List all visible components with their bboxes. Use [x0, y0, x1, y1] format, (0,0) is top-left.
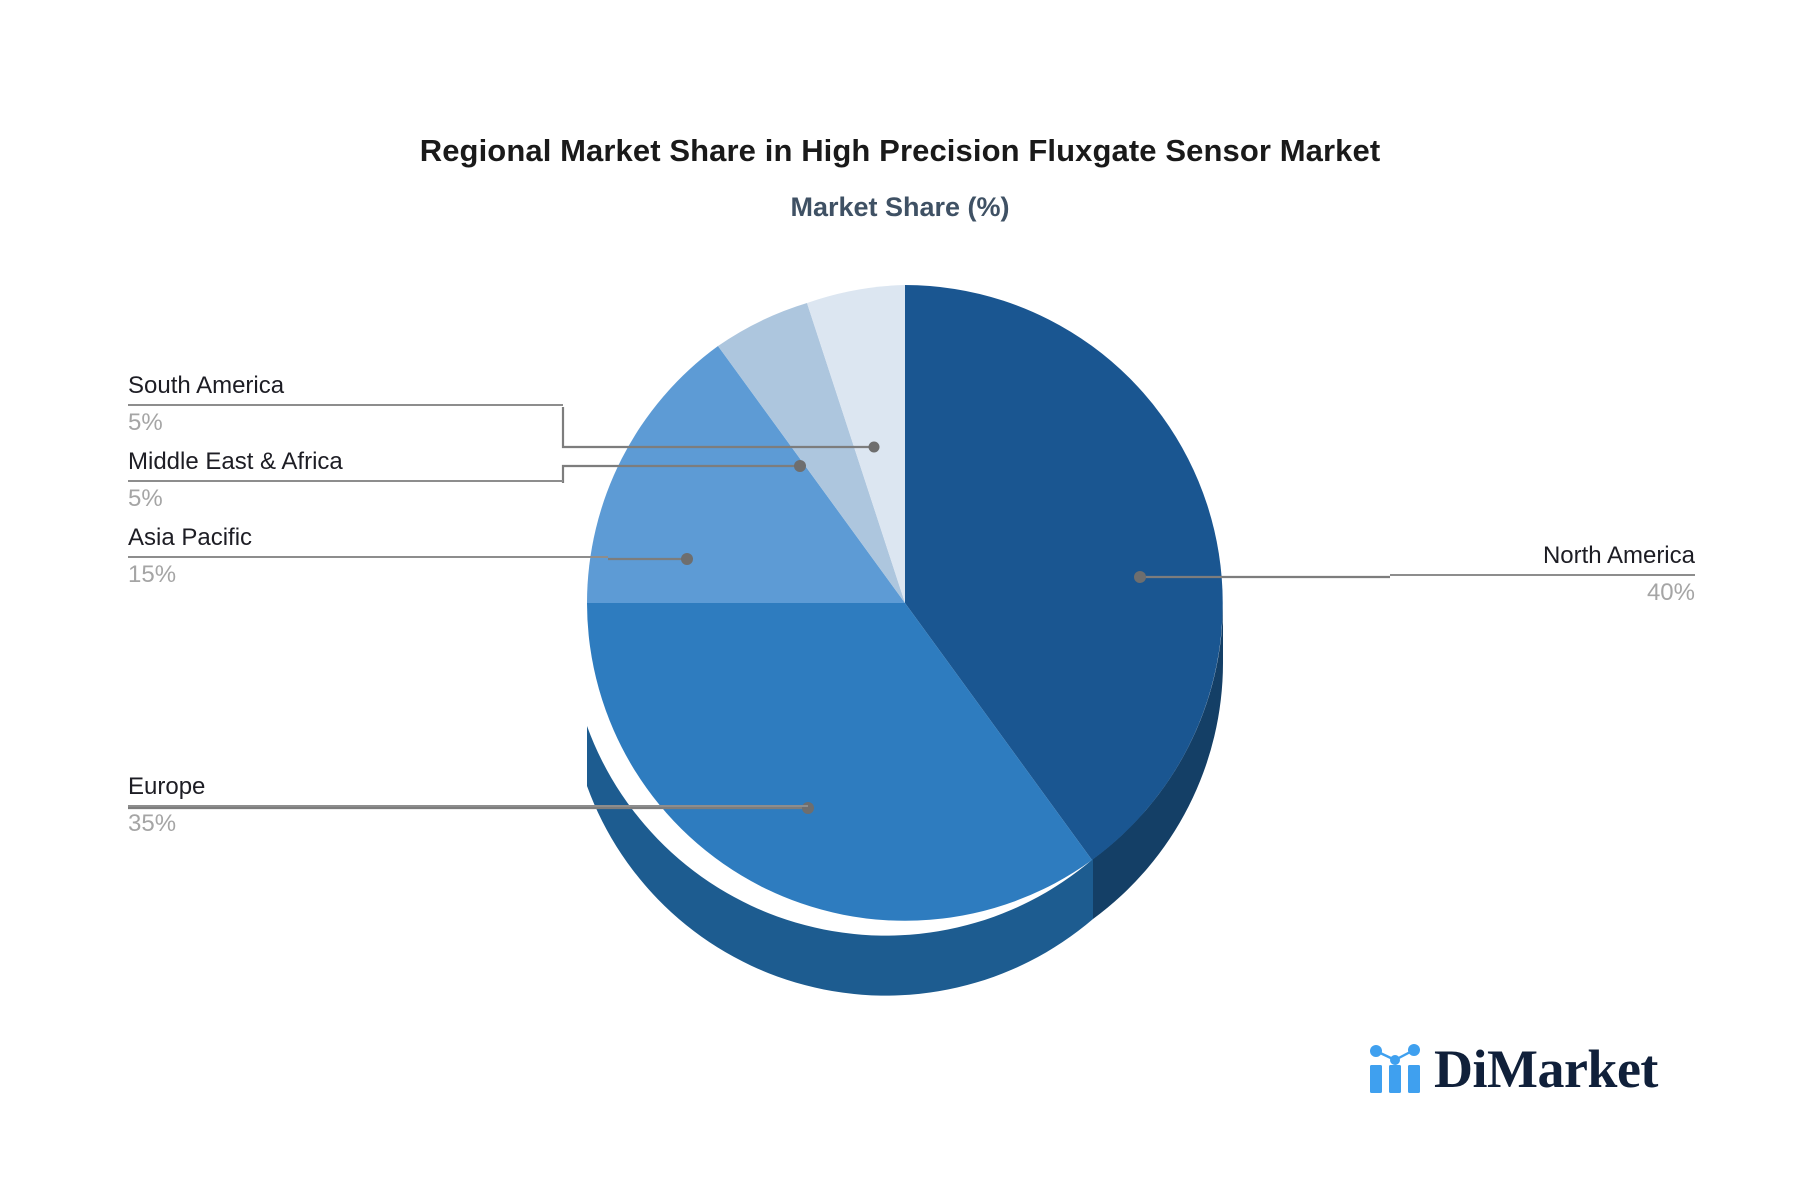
leader-dot-south-america — [868, 441, 880, 453]
pie-label-europe-name: Europe — [128, 773, 206, 800]
leader-dot-north-america — [1134, 571, 1146, 583]
pie-label-asia-pacific-value: 15% — [128, 561, 177, 588]
pie-depth-north-america — [1093, 603, 1223, 919]
leader-dot-middle-east-africa — [794, 460, 806, 472]
pie-label-middle-east-africa-rule — [128, 480, 563, 482]
pie-slices-group — [587, 285, 1223, 921]
pie-label-south-america-value: 5% — [128, 409, 163, 436]
pie-label-north-america[interactable]: North America 40% — [1390, 541, 1695, 608]
brand-name: DiMarket — [1434, 1039, 1658, 1099]
pie-slice-north-america[interactable] — [905, 285, 1223, 860]
bar-chart-logo-icon — [1370, 1044, 1420, 1093]
leader-line-middle-east-africa — [561, 464, 800, 483]
leader-dots-group — [681, 441, 1146, 814]
pie-label-south-america-name: South America — [128, 372, 285, 399]
pie-label-asia-pacific[interactable]: Asia Pacific 15% — [128, 523, 608, 590]
pie-label-middle-east-africa-value: 5% — [128, 485, 163, 512]
leader-dot-asia-pacific — [681, 553, 693, 565]
pie-label-europe[interactable]: Europe 35% — [128, 772, 808, 839]
pie-slice-asia-pacific[interactable] — [587, 346, 905, 603]
leader-line-south-america — [561, 407, 874, 449]
leader-lines-group — [128, 407, 1390, 810]
pie-slice-south-america[interactable] — [807, 285, 905, 603]
pie-label-europe-value: 35% — [128, 810, 177, 837]
pie-label-north-america-value: 40% — [1646, 579, 1695, 606]
pie-depth-group — [587, 603, 1223, 996]
pie-label-north-america-name: North America — [1542, 542, 1695, 569]
pie-label-middle-east-africa-name: Middle East & Africa — [128, 448, 343, 475]
pie-label-north-america-rule — [1390, 574, 1695, 576]
pie-slice-middle-east-africa[interactable] — [718, 303, 905, 603]
pie-label-asia-pacific-name: Asia Pacific — [128, 524, 253, 551]
chart-subtitle: Market Share (%) — [790, 192, 1010, 222]
pie-label-middle-east-africa[interactable]: Middle East & Africa 5% — [128, 447, 563, 514]
pie-label-south-america[interactable]: South America 5% — [128, 371, 563, 438]
page-title: Regional Market Share in High Precision … — [419, 133, 1381, 168]
pie-label-europe-rule — [128, 805, 808, 807]
pie-label-south-america-rule — [128, 404, 563, 406]
pie-depth-europe — [587, 726, 1093, 996]
brand-logo[interactable]: DiMarket — [1368, 1042, 1658, 1096]
pie-slice-europe[interactable] — [587, 603, 1092, 921]
pie-label-asia-pacific-rule — [128, 556, 608, 558]
